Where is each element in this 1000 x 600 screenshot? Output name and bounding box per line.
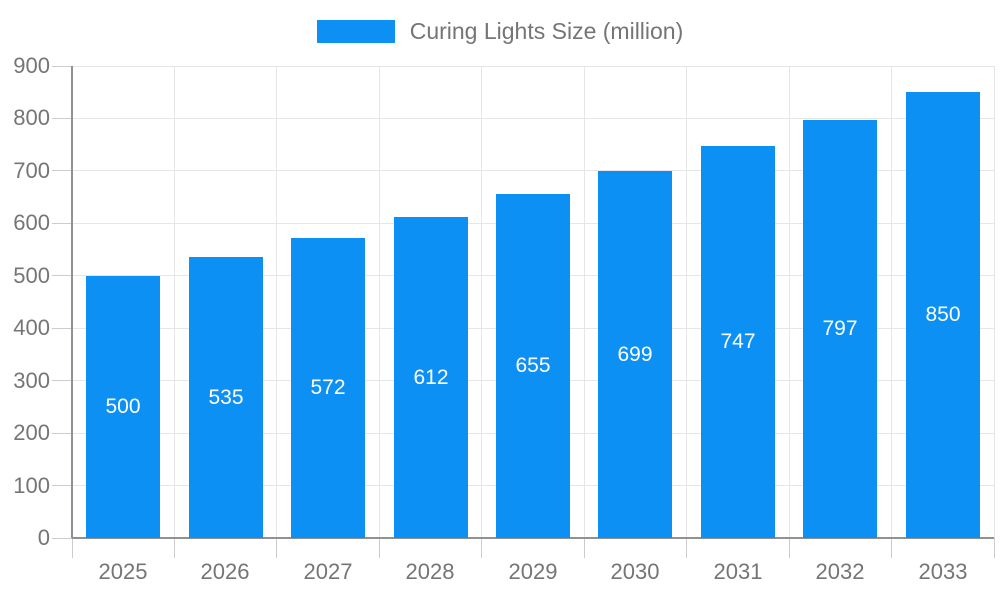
h-gridline xyxy=(72,65,994,67)
bar-value-label: 797 xyxy=(822,317,858,340)
x-axis-tick xyxy=(378,538,380,558)
y-axis-tick xyxy=(52,170,72,172)
v-gridline xyxy=(378,66,380,538)
x-axis-label: 2027 xyxy=(303,559,353,584)
bar[interactable] xyxy=(291,238,365,538)
bar-value-label: 535 xyxy=(208,386,244,409)
v-gridline xyxy=(276,66,278,538)
bar-value-label: 500 xyxy=(105,395,141,418)
x-axis-tick xyxy=(686,538,688,558)
y-axis-label: 700 xyxy=(13,157,50,183)
bar-value-label: 747 xyxy=(720,330,756,353)
x-axis-label: 2032 xyxy=(815,559,865,584)
legend-label: Curing Lights Size (million) xyxy=(409,18,684,44)
bar[interactable] xyxy=(906,92,980,538)
h-gridline xyxy=(72,170,994,172)
x-axis-tick xyxy=(481,538,483,558)
v-gridline xyxy=(583,66,585,538)
bar[interactable] xyxy=(496,194,570,538)
x-axis-label: 2031 xyxy=(713,559,763,584)
v-gridline xyxy=(788,66,790,538)
v-gridline xyxy=(173,66,175,538)
x-axis-tick xyxy=(276,538,278,558)
y-axis-label: 0 xyxy=(37,525,50,550)
v-gridline xyxy=(686,66,688,538)
x-axis-label: 2033 xyxy=(918,559,968,584)
y-axis-label: 200 xyxy=(13,420,50,446)
y-axis-tick xyxy=(52,275,72,277)
x-axis-tick xyxy=(993,538,995,558)
bar-value-label: 612 xyxy=(413,366,449,389)
x-axis-label: 2026 xyxy=(200,559,250,584)
x-axis-tick xyxy=(71,538,73,558)
bar[interactable] xyxy=(394,217,468,538)
bar-value-label: 572 xyxy=(310,376,346,399)
y-axis-tick xyxy=(52,537,72,539)
y-axis-tick xyxy=(52,485,72,487)
bar[interactable] xyxy=(701,146,775,538)
bar[interactable] xyxy=(86,276,160,538)
y-axis-label: 600 xyxy=(13,210,50,236)
bar-value-label: 699 xyxy=(617,343,653,366)
bar[interactable] xyxy=(189,257,263,538)
y-axis-label: 900 xyxy=(13,53,50,78)
x-axis-tick xyxy=(583,538,585,558)
x-axis-label: 2028 xyxy=(405,559,455,584)
x-axis-label: 2030 xyxy=(610,559,660,584)
bar-value-label: 655 xyxy=(515,354,551,377)
y-axis-tick xyxy=(52,327,72,329)
y-axis-tick xyxy=(52,222,72,224)
v-gridline xyxy=(993,66,995,538)
v-gridline xyxy=(891,66,893,538)
y-axis-label: 800 xyxy=(13,105,50,131)
y-axis-label: 300 xyxy=(13,367,50,393)
bar-value-label: 850 xyxy=(925,303,961,326)
bar[interactable] xyxy=(803,120,877,538)
x-axis-label: 2025 xyxy=(98,559,148,584)
y-axis-tick xyxy=(52,117,72,119)
legend-swatch xyxy=(316,20,395,43)
v-gridline xyxy=(481,66,483,538)
bar[interactable] xyxy=(598,171,672,538)
x-axis-tick xyxy=(891,538,893,558)
y-axis-tick xyxy=(52,65,72,67)
x-axis-tick xyxy=(173,538,175,558)
x-axis-line xyxy=(72,537,994,539)
y-axis-tick xyxy=(52,432,72,434)
y-axis-label: 100 xyxy=(13,472,50,498)
y-axis-label: 500 xyxy=(13,262,50,288)
y-axis-tick xyxy=(52,380,72,382)
x-axis-tick xyxy=(788,538,790,558)
h-gridline xyxy=(72,117,994,119)
y-axis-label: 400 xyxy=(13,315,50,341)
y-axis-line xyxy=(71,66,73,538)
legend[interactable]: Curing Lights Size (million) xyxy=(0,18,1000,45)
x-axis-label: 2029 xyxy=(508,559,558,584)
